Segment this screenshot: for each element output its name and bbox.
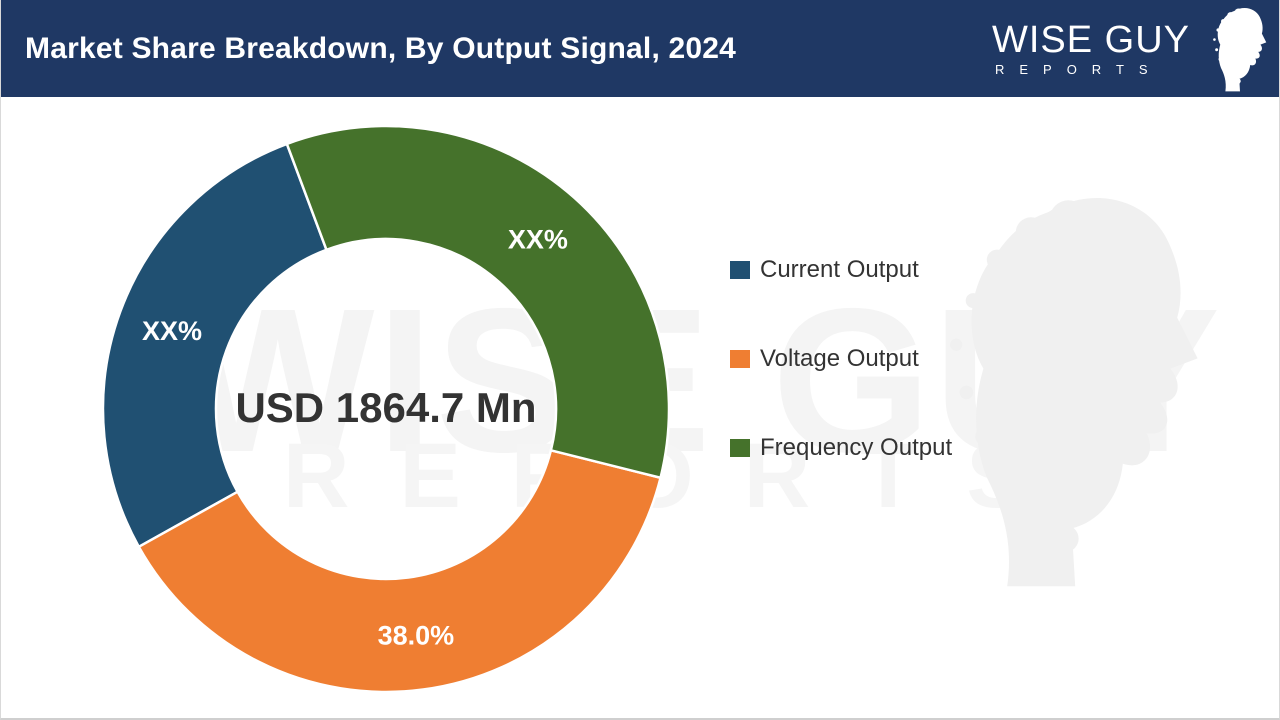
wiseguy-face-icon [1213,8,1267,92]
wordmark-line2: REPORTS [994,61,1163,77]
slice-label: XX% [142,316,202,346]
legend-item: Voltage Output [730,345,952,373]
legend-item: Current Output [730,256,952,284]
legend-swatch-icon [730,439,750,457]
brand-logo: WISE GUY REPORTS [992,4,1267,94]
legend-item-label: Voltage Output [760,345,919,372]
legend-swatch-icon [730,350,750,368]
legend-item: Frequency Output [730,434,952,462]
donut-slice-voltage-output [137,449,662,694]
chart-center-value: USD 1864.7 Mn [235,384,537,431]
legend-item-label: Current Output [760,256,919,283]
donut-slice-frequency-output [285,124,671,479]
donut-slice-current-output [101,142,328,549]
chart-legend: Current Output Voltage Output Frequency Ou… [730,256,952,462]
header: Market Share Breakdown, By Output Signal… [1,0,1279,97]
wordmark-line1: WISE GUY [991,19,1190,62]
wiseguy-wordmark: WISE GUY REPORTS [991,19,1190,77]
slice-label: 38.0% [378,620,455,650]
legend-item-label: Frequency Output [760,434,953,461]
legend-swatch-icon [730,261,750,279]
page-title: Market Share Breakdown, By Output Signal… [25,31,737,65]
slice-label: XX% [508,224,568,254]
donut-chart: XX% 38.0% XX% [86,109,686,709]
